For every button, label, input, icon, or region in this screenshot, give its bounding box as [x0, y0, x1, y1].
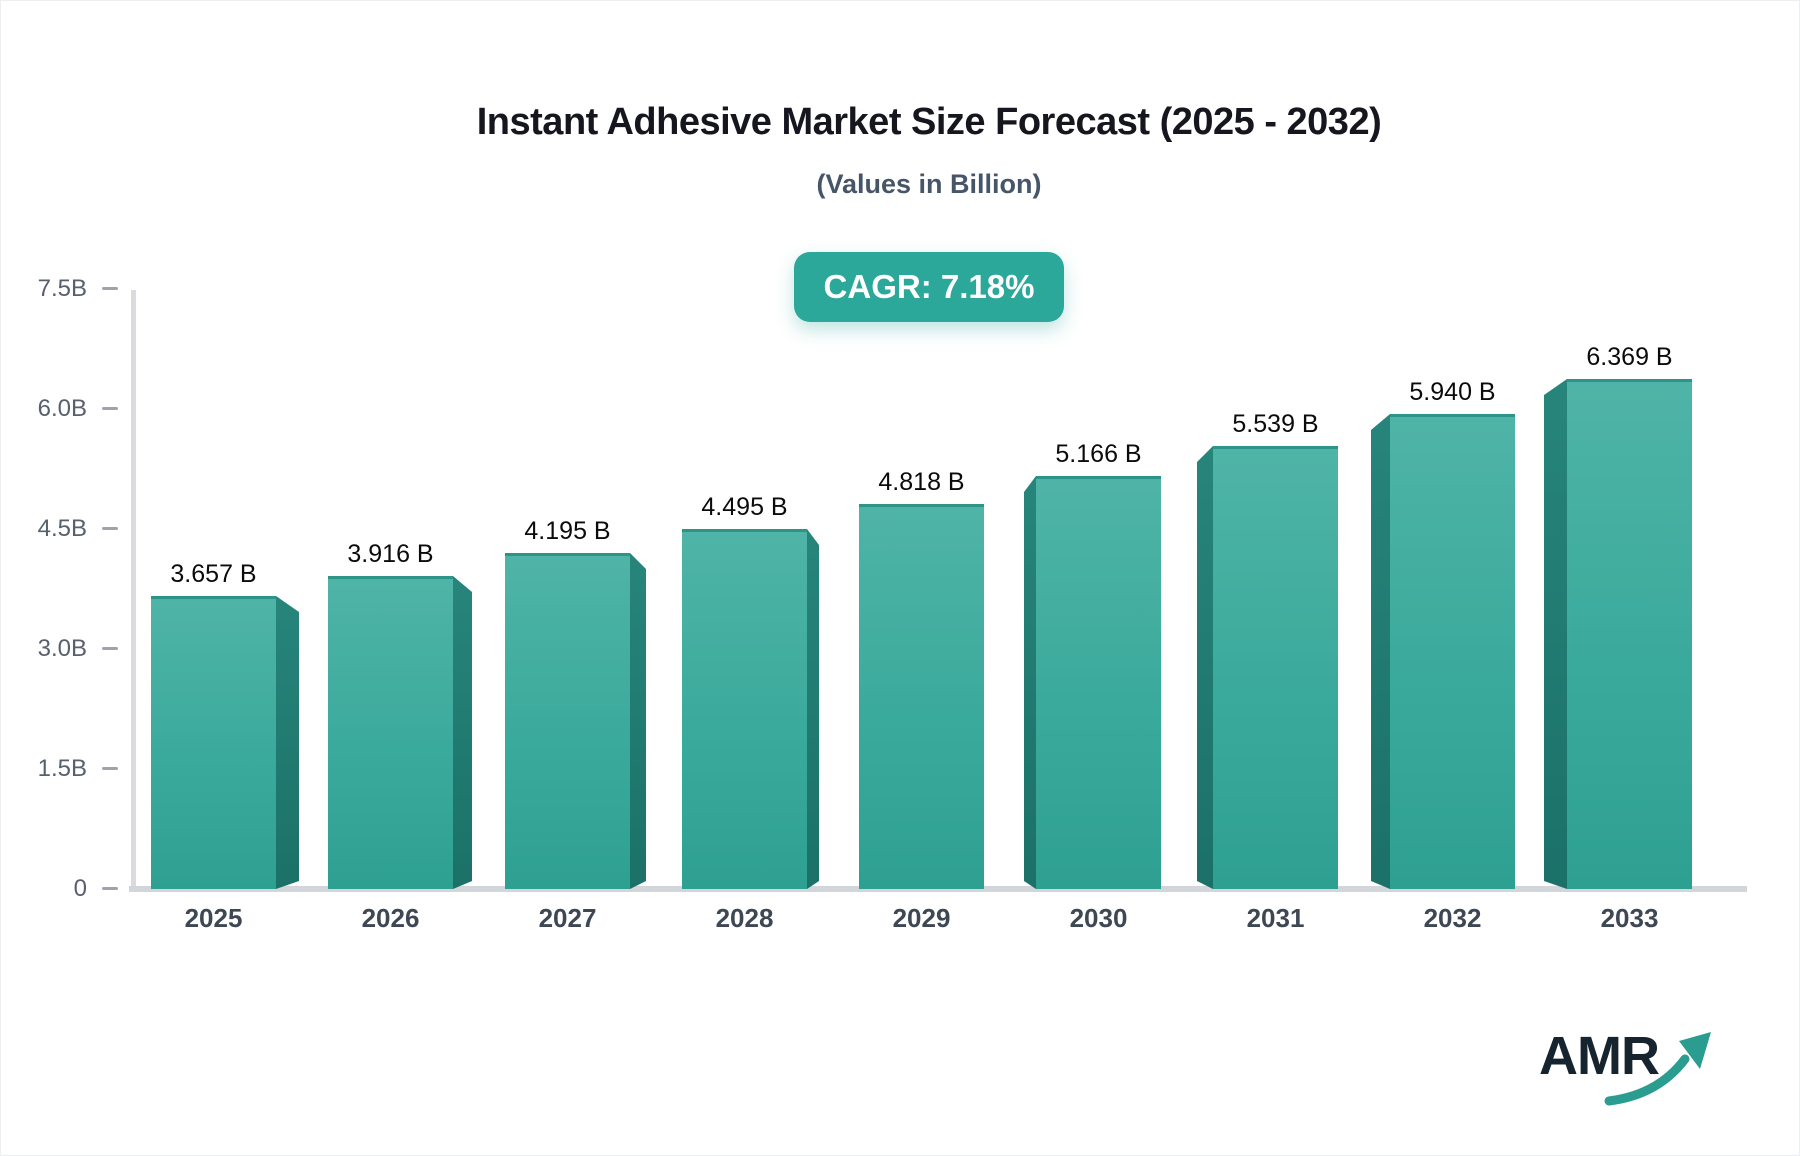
y-axis-line [131, 290, 136, 887]
y-tick-dash [102, 647, 118, 650]
bar-front [328, 576, 453, 889]
x-tick-label: 2025 [184, 903, 243, 933]
y-tick-dash [102, 887, 118, 890]
page-title: Instant Adhesive Market Size Forecast (2… [476, 101, 1382, 143]
y-tick-label: 0 [73, 875, 87, 902]
bar-value-label: 4.195 B [524, 517, 611, 545]
x-tick-label: 2028 [715, 903, 774, 933]
bar-value-label: 4.495 B [701, 493, 788, 521]
bar-front [682, 529, 807, 889]
x-tick-label: 2033 [1600, 903, 1659, 933]
y-tick-label: 3.0B [37, 635, 87, 662]
bar-side [276, 596, 299, 889]
bar-value-label: 6.369 B [1586, 343, 1673, 371]
plot-area: 3.657 B 3.916 B 4.195 B 4.495 B 4.818 B 5.166… [132, 289, 1744, 889]
bar-value-label: 5.166 B [1055, 440, 1142, 468]
bar-value-label: 4.818 B [878, 468, 965, 496]
logo-arrow-icon [1604, 1032, 1711, 1106]
y-tick-dash [102, 407, 118, 410]
x-tick-label: 2029 [892, 903, 951, 933]
y-tick-dash [102, 287, 118, 290]
x-tick-label: 2031 [1246, 903, 1305, 933]
bar-front [1390, 414, 1515, 889]
y-tick-label: 7.5B [37, 275, 87, 302]
bar-front [505, 553, 630, 889]
bar-side [1197, 446, 1213, 889]
bar-side [453, 576, 472, 889]
bar-front [1567, 379, 1692, 889]
bar-front [151, 596, 276, 889]
y-tick-label: 6.0B [37, 395, 87, 422]
y-tick-label: 4.5B [37, 515, 87, 542]
x-axis-line [129, 886, 1747, 892]
y-tick-dash [102, 527, 118, 530]
y-tick-label: 1.5B [37, 755, 87, 782]
bar-value-label: 5.539 B [1232, 410, 1319, 438]
bar-value-label: 3.916 B [347, 540, 434, 568]
amr-logo: AMR [1539, 1025, 1729, 1125]
x-tick-label: 2026 [361, 903, 420, 933]
page-subtitle: (Values in Billion) [816, 169, 1042, 199]
bar-value-label: 3.657 B [170, 560, 257, 588]
bar-value-label: 5.940 B [1409, 378, 1496, 406]
badge-row: CAGR: 7.18% [129, 252, 1729, 322]
bar-side [1544, 379, 1567, 889]
bar-side [807, 529, 819, 889]
bar-side [1024, 476, 1036, 889]
bar-front [1036, 476, 1161, 889]
bar-side [1371, 414, 1390, 889]
bar-side [630, 553, 646, 889]
bar-front [859, 504, 984, 889]
y-tick-dash [102, 767, 118, 770]
x-tick-label: 2030 [1069, 903, 1128, 933]
bar-front [1213, 446, 1338, 889]
logo-text: AMR [1539, 1026, 1660, 1086]
x-tick-label: 2032 [1423, 903, 1482, 933]
cagr-badge: CAGR: 7.18% [793, 252, 1065, 322]
x-tick-label: 2027 [538, 903, 597, 933]
